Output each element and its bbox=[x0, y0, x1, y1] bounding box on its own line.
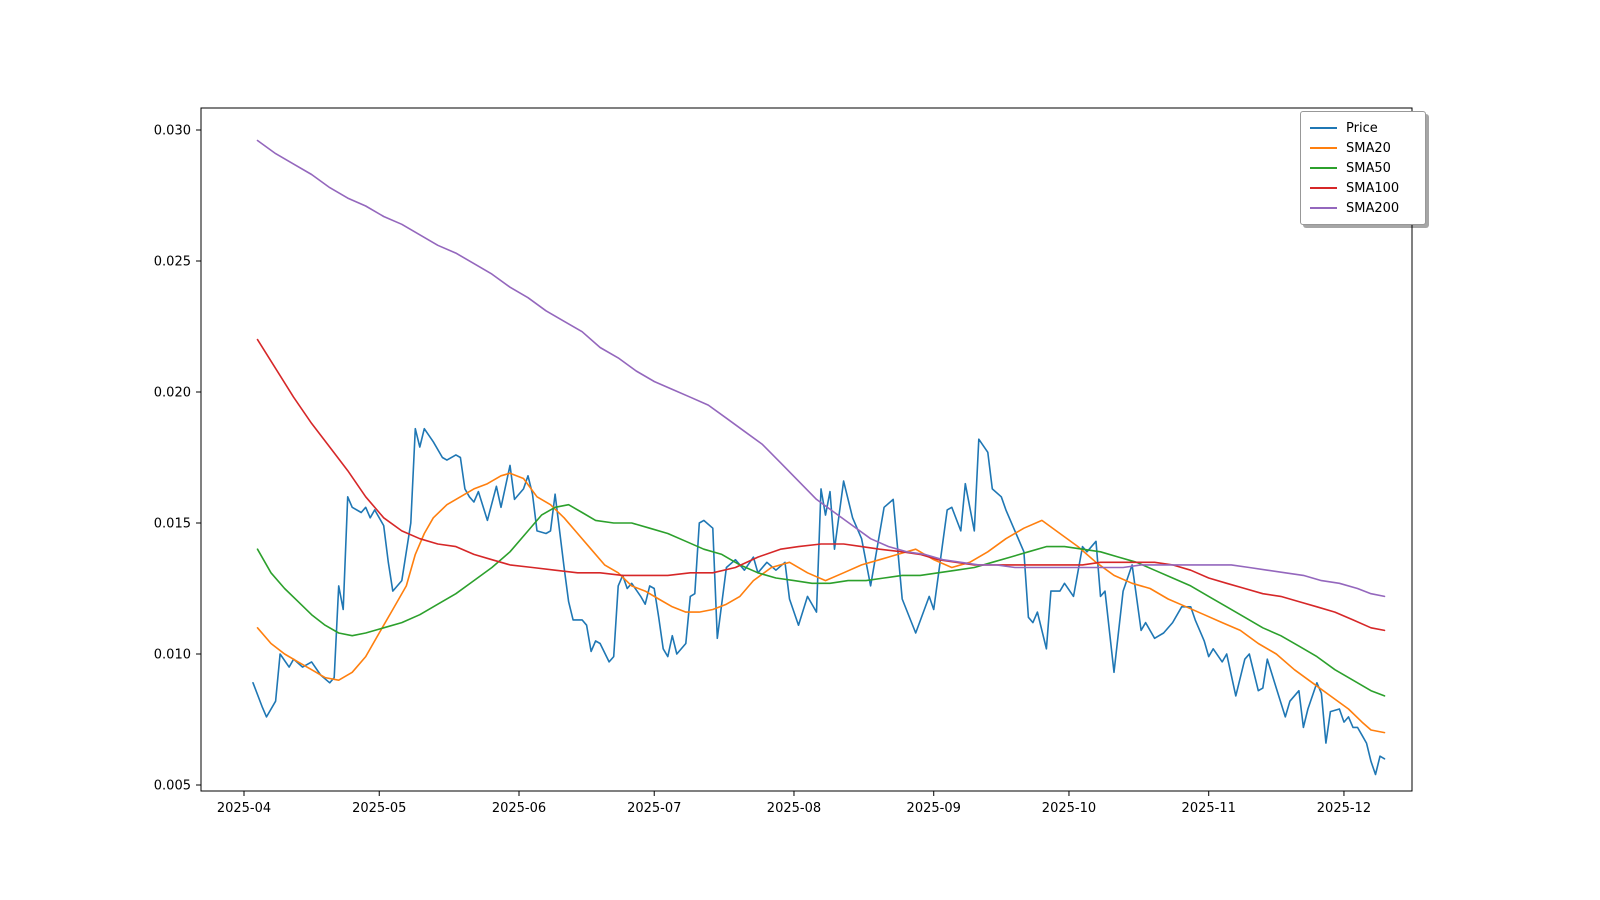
sma20-line-sample-icon bbox=[1310, 147, 1337, 149]
legend-label-sma200: SMA200 bbox=[1346, 200, 1400, 216]
x-tick-label: 2025-12 bbox=[1317, 801, 1371, 816]
legend-label-sma50: SMA50 bbox=[1346, 160, 1391, 176]
y-tick-label: 0.005 bbox=[154, 779, 191, 794]
plot-border bbox=[200, 107, 1413, 792]
legend-label-price: Price bbox=[1346, 120, 1378, 136]
legend-item-sma100: SMA100 bbox=[1310, 178, 1416, 198]
x-tick-label: 2025-10 bbox=[1042, 801, 1096, 816]
sma50-line-sample-icon bbox=[1310, 167, 1337, 169]
y-tick-label: 0.020 bbox=[154, 386, 191, 401]
x-tick-label: 2025-05 bbox=[352, 801, 406, 816]
legend-item-sma50: SMA50 bbox=[1310, 158, 1416, 178]
sma200-line-sample-icon bbox=[1310, 207, 1337, 209]
x-tick-label: 2025-11 bbox=[1182, 801, 1236, 816]
x-tick-label: 2025-04 bbox=[217, 801, 271, 816]
y-tick-label: 0.030 bbox=[154, 124, 191, 139]
x-axis: 2025-04 2025-05 2025-06 2025-07 2025-08 2025-… bbox=[217, 791, 1371, 816]
y-tick-label: 0.025 bbox=[154, 255, 191, 270]
x-tick-label: 2025-09 bbox=[907, 801, 961, 816]
sma100-line bbox=[256, 338, 1386, 632]
price-line-sample-icon bbox=[1310, 127, 1337, 129]
sma20-line bbox=[256, 472, 1386, 734]
sma100-line-sample-icon bbox=[1310, 187, 1337, 189]
legend-item-sma200: SMA200 bbox=[1310, 198, 1416, 218]
legend: Price SMA20 SMA50 SMA100 SMA200 bbox=[1300, 111, 1426, 225]
price-line bbox=[252, 427, 1386, 776]
legend-item-sma20: SMA20 bbox=[1310, 138, 1416, 158]
y-tick-label: 0.010 bbox=[154, 648, 191, 663]
sma50-line bbox=[256, 503, 1386, 697]
x-tick-label: 2025-07 bbox=[627, 801, 681, 816]
x-tick-label: 2025-06 bbox=[492, 801, 546, 816]
sma200-line bbox=[256, 139, 1386, 598]
y-tick-label: 0.015 bbox=[154, 517, 191, 532]
legend-label-sma20: SMA20 bbox=[1346, 140, 1391, 156]
x-tick-label: 2025-08 bbox=[767, 801, 821, 816]
legend-label-sma100: SMA100 bbox=[1346, 180, 1400, 196]
y-axis: 0.005 0.010 0.015 0.020 0.025 0.030 bbox=[154, 124, 201, 794]
legend-item-price: Price bbox=[1310, 118, 1416, 138]
